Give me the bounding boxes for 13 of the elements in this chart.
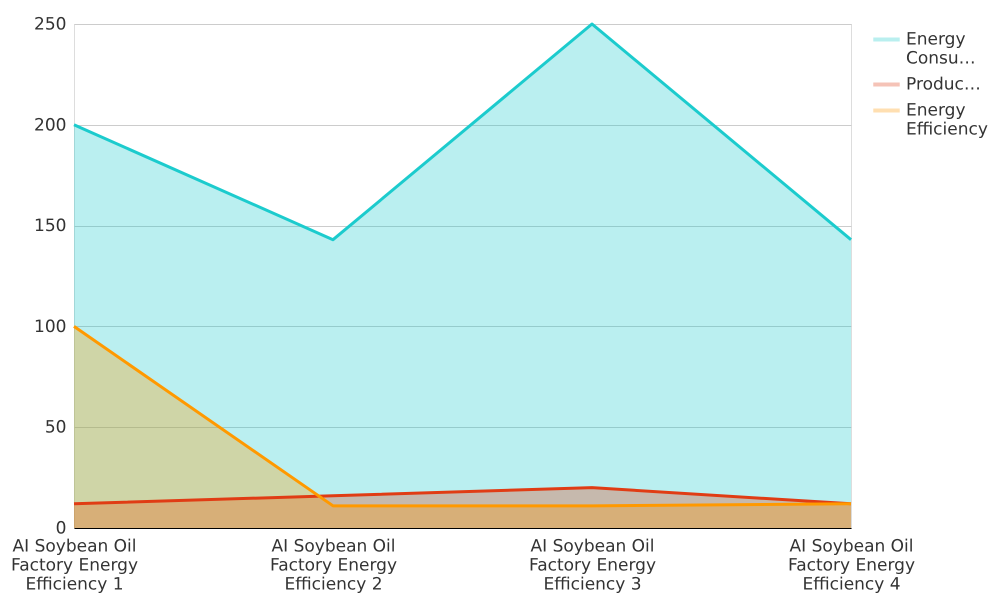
y-tick-label: 250 (34, 14, 66, 34)
legend-label: Energy Efficiency (906, 100, 988, 140)
x-tick-label: AI Soybean Oil Factory Energy Efficiency 1 (10, 536, 138, 594)
x-tick-label: AI Soybean Oil Factory Energy Efficiency 4 (788, 536, 916, 594)
legend-label: Produc… (906, 74, 981, 94)
y-tick-label: 100 (34, 316, 66, 337)
y-tick-label: 0 (56, 518, 66, 538)
x-tick-label: AI Soybean Oil Factory Energy Efficiency 2 (270, 536, 398, 594)
legend-label: Energy Consu… (906, 30, 976, 68)
y-tick-label: 50 (44, 418, 66, 438)
x-tick-label: AI Soybean Oil Factory Energy Efficiency 3 (528, 536, 656, 594)
y-tick-label: 200 (34, 115, 66, 136)
y-tick-label: 150 (34, 216, 66, 236)
